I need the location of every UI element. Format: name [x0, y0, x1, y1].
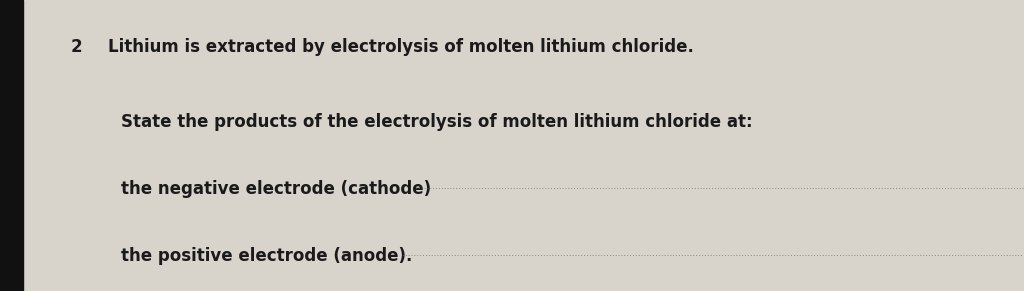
- Bar: [0, 0, 23, 291]
- Text: Lithium is extracted by electrolysis of molten lithium chloride.: Lithium is extracted by electrolysis of …: [108, 38, 693, 56]
- Text: ................................................................................: ........................................…: [415, 182, 1024, 191]
- Text: the negative electrode (cathode): the negative electrode (cathode): [121, 180, 431, 198]
- Text: ................................................................................: ........................................…: [402, 249, 1024, 258]
- Text: the positive electrode (anode).: the positive electrode (anode).: [121, 247, 413, 265]
- Text: State the products of the electrolysis of molten lithium chloride at:: State the products of the electrolysis o…: [121, 113, 753, 131]
- Text: 2: 2: [71, 38, 83, 56]
